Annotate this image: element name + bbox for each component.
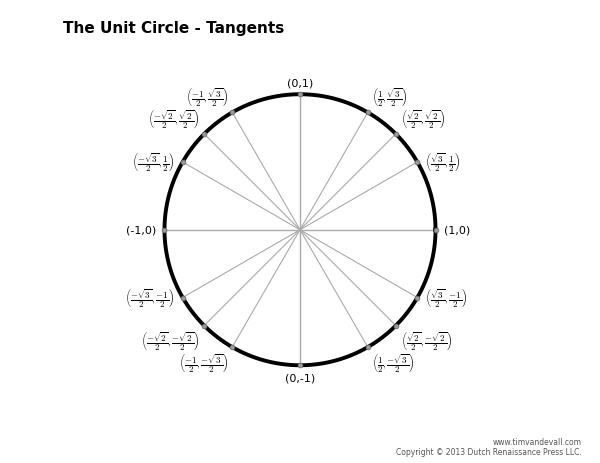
Text: $\left(\dfrac{1}{2},\dfrac{-\sqrt{3}}{2}\right)$: $\left(\dfrac{1}{2},\dfrac{-\sqrt{3}}{2}… (372, 351, 414, 374)
Text: $\left(\dfrac{-\sqrt{2}}{2},\dfrac{\sqrt{2}}{2}\right)$: $\left(\dfrac{-\sqrt{2}}{2},\dfrac{\sqrt… (148, 108, 199, 131)
Text: $\left(\dfrac{\sqrt{3}}{2},\dfrac{-1}{2}\right)$: $\left(\dfrac{\sqrt{3}}{2},\dfrac{-1}{2}… (425, 287, 467, 309)
Text: (0,-1): (0,-1) (285, 372, 315, 382)
Text: $\left(\dfrac{\sqrt{2}}{2},\dfrac{\sqrt{2}}{2}\right)$: $\left(\dfrac{\sqrt{2}}{2},\dfrac{\sqrt{… (401, 108, 445, 131)
Text: $\left(\dfrac{\sqrt{3}}{2},\dfrac{1}{2}\right)$: $\left(\dfrac{\sqrt{3}}{2},\dfrac{1}{2}\… (425, 151, 461, 174)
Text: $\left(\dfrac{1}{2},\dfrac{\sqrt{3}}{2}\right)$: $\left(\dfrac{1}{2},\dfrac{\sqrt{3}}{2}\… (372, 87, 407, 109)
Text: (-1,0): (-1,0) (126, 225, 157, 235)
Text: $\left(\dfrac{\sqrt{2}}{2},\dfrac{-\sqrt{2}}{2}\right)$: $\left(\dfrac{\sqrt{2}}{2},\dfrac{-\sqrt… (401, 330, 452, 352)
Text: The Unit Circle - Tangents: The Unit Circle - Tangents (63, 21, 284, 36)
Text: $\left(\dfrac{-1}{2},\dfrac{\sqrt{3}}{2}\right)$: $\left(\dfrac{-1}{2},\dfrac{\sqrt{3}}{2}… (186, 87, 228, 109)
Text: $\left(\dfrac{-\sqrt{2}}{2},\dfrac{-\sqrt{2}}{2}\right)$: $\left(\dfrac{-\sqrt{2}}{2},\dfrac{-\sqr… (140, 330, 199, 352)
Text: www.timvandevall.com
Copyright © 2013 Dutch Renaissance Press LLC.: www.timvandevall.com Copyright © 2013 Du… (396, 437, 582, 456)
Text: $\left(\dfrac{-1}{2},\dfrac{-\sqrt{3}}{2}\right)$: $\left(\dfrac{-1}{2},\dfrac{-\sqrt{3}}{2… (179, 351, 228, 374)
Text: (0,1): (0,1) (287, 78, 313, 88)
Text: $\left(\dfrac{-\sqrt{3}}{2},\dfrac{-1}{2}\right)$: $\left(\dfrac{-\sqrt{3}}{2},\dfrac{-1}{2… (125, 287, 175, 309)
Text: $\left(\dfrac{-\sqrt{3}}{2},\dfrac{1}{2}\right)$: $\left(\dfrac{-\sqrt{3}}{2},\dfrac{1}{2}… (133, 151, 175, 174)
Text: (1,0): (1,0) (443, 225, 470, 235)
